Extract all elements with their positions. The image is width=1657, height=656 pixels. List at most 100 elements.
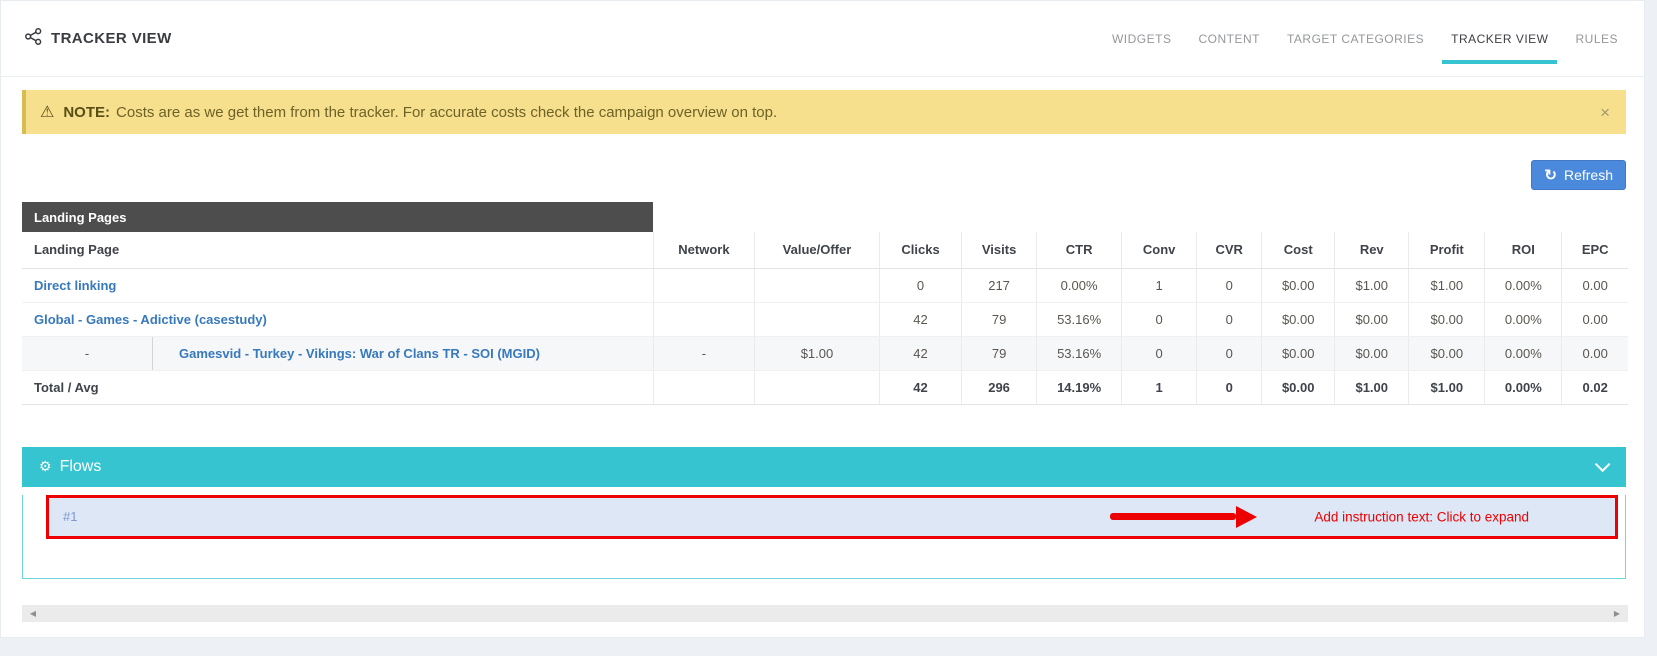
col-network: Network (653, 232, 755, 269)
cell-ctr: 0.00% (1036, 268, 1123, 303)
tab-widgets[interactable]: WIDGETS (1111, 31, 1172, 46)
table-header-row: Landing Page Network Value/Offer Clicks … (22, 232, 1628, 269)
cell-conv: 1 (1121, 370, 1198, 405)
cell-epc: 0.00 (1561, 336, 1628, 371)
annotation-red-box: #1 Add instruction text: Click to expand (46, 494, 1618, 539)
table-row-offer: - Gamesvid - Turkey - Vikings: War of Cl… (22, 336, 1628, 371)
cell-clicks: 42 (879, 302, 963, 337)
refresh-button[interactable]: ↻ Refresh (1531, 160, 1626, 190)
landing-pages-table: Landing Page Network Value/Offer Clicks … (22, 232, 1628, 405)
refresh-row: ↻ Refresh (22, 160, 1626, 190)
col-ctr: CTR (1036, 232, 1123, 269)
cell-network (653, 268, 755, 303)
cell-cost: $0.00 (1261, 302, 1336, 337)
cell-visits: 79 (961, 336, 1038, 371)
note-text: Costs are as we get them from the tracke… (116, 103, 778, 121)
note-label: NOTE: (63, 103, 111, 121)
cell-clicks: 42 (879, 336, 963, 371)
flow-number: #1 (63, 509, 78, 524)
close-icon[interactable]: × (1600, 102, 1610, 122)
tab-rules[interactable]: RULES (1575, 31, 1618, 46)
cell-conv: 0 (1121, 302, 1198, 337)
chevron-down-icon[interactable] (1594, 456, 1611, 473)
flows-header[interactable]: ⚙ Flows (22, 446, 1626, 487)
col-landing-page: Landing Page (22, 232, 654, 269)
flows-title: Flows (59, 457, 102, 475)
cell-cost: $0.00 (1261, 268, 1336, 303)
gear-icon: ⚙ (39, 458, 52, 474)
cell-rev: $0.00 (1334, 302, 1410, 337)
tab-tracker-view[interactable]: TRACKER VIEW (1442, 1, 1558, 76)
title-wrap: TRACKER VIEW (25, 27, 172, 50)
annotation-text: Add instruction text: Click to expand (1314, 509, 1529, 524)
flows-body: #1 Add instruction text: Click to expand (22, 494, 1626, 579)
cell-epc: 0.00 (1561, 302, 1628, 337)
cell-cvr: 0 (1196, 370, 1263, 405)
cell-cvr: 0 (1196, 336, 1263, 371)
scroll-left-icon[interactable]: ◀ (29, 608, 37, 618)
share-alt-icon (25, 27, 42, 50)
cell-roi: 0.00% (1484, 268, 1563, 303)
panel-content: ⚠ NOTE: Costs are as we get them from th… (1, 77, 1644, 622)
cell-network: - (653, 336, 755, 371)
landing-page-link[interactable]: Direct linking (34, 277, 117, 293)
offer-link[interactable]: Gamesvid - Turkey - Vikings: War of Clan… (179, 345, 540, 361)
landing-pages-section: Landing Pages Landing Page Network Value… (22, 202, 1628, 405)
col-clicks: Clicks (879, 232, 963, 269)
col-epc: EPC (1561, 232, 1628, 269)
cell-profit: $1.00 (1408, 370, 1486, 405)
cell-visits: 79 (961, 302, 1038, 337)
tracker-view-panel: TRACKER VIEW WIDGETS CONTENT TARGET CATE… (0, 0, 1645, 638)
cell-cost: $0.00 (1261, 370, 1336, 405)
scroll-right-icon[interactable]: ▶ (1613, 608, 1621, 618)
col-value-offer: Value/Offer (754, 232, 881, 269)
col-profit: Profit (1408, 232, 1486, 269)
annotation-arrow-icon (1110, 505, 1257, 528)
cell-ctr: 14.19% (1036, 370, 1123, 405)
arrow-head (1236, 505, 1257, 528)
col-cost: Cost (1261, 232, 1336, 269)
landing-page-link[interactable]: Global - Games - Adictive (casestudy) (34, 311, 267, 327)
cell-visits: 217 (961, 268, 1038, 303)
cell-cvr: 0 (1196, 302, 1263, 337)
cell-profit: $0.00 (1408, 302, 1486, 337)
horizontal-scrollbar[interactable]: ◀ ▶ (22, 604, 1628, 622)
cell-rev: $0.00 (1334, 336, 1410, 371)
cell-profit: $0.00 (1408, 336, 1486, 371)
cell-roi: 0.00% (1484, 336, 1563, 371)
col-conv: Conv (1121, 232, 1198, 269)
col-cvr: CVR (1196, 232, 1263, 269)
cell-epc: 0.00 (1561, 268, 1628, 303)
table-total-row: Total / Avg 42 296 14.19% 1 0 $0.00 $1.0… (22, 370, 1628, 405)
tab-content[interactable]: CONTENT (1198, 31, 1260, 46)
page-title: TRACKER VIEW (51, 30, 172, 47)
cell-cost: $0.00 (1261, 336, 1336, 371)
cell-value-offer (754, 302, 881, 337)
tab-target-categories[interactable]: TARGET CATEGORIES (1286, 31, 1425, 46)
refresh-label: Refresh (1563, 167, 1613, 183)
flow-row-1[interactable]: #1 Add instruction text: Click to expand (49, 497, 1615, 536)
cell-roi: 0.00% (1484, 302, 1563, 337)
landing-pages-title-bar: Landing Pages (22, 202, 653, 232)
offer-dash: - (22, 336, 153, 370)
cell-conv: 1 (1121, 268, 1198, 303)
cell-ctr: 53.16% (1036, 336, 1123, 371)
cell-value-offer (754, 370, 881, 405)
cell-value-offer: $1.00 (754, 336, 881, 371)
col-rev: Rev (1334, 232, 1410, 269)
cell-clicks: 42 (879, 370, 963, 405)
arrow-shaft (1110, 513, 1236, 520)
tab-bar: WIDGETS CONTENT TARGET CATEGORIES TRACKE… (1112, 1, 1618, 76)
cell-rev: $1.00 (1334, 268, 1410, 303)
refresh-icon: ↻ (1544, 167, 1557, 184)
cell-visits: 296 (961, 370, 1038, 405)
cell-ctr: 53.16% (1036, 302, 1123, 337)
cell-conv: 0 (1121, 336, 1198, 371)
cell-epc: 0.02 (1561, 370, 1628, 405)
cell-profit: $1.00 (1408, 268, 1486, 303)
warning-triangle-icon: ⚠ (40, 104, 55, 121)
cell-network (653, 302, 755, 337)
active-tab-underline (1442, 60, 1558, 64)
table-row: Global - Games - Adictive (casestudy) 42… (22, 302, 1628, 337)
note-banner: ⚠ NOTE: Costs are as we get them from th… (22, 90, 1626, 134)
